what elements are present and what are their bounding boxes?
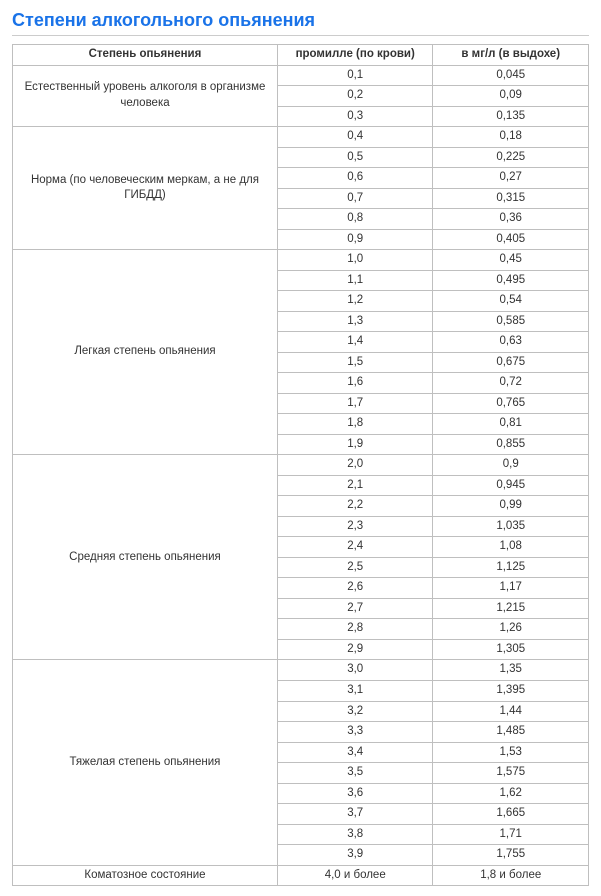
col-header-stage: Степень опьянения [13, 45, 278, 66]
intoxication-table: Степень опьянения промилле (по крови) в … [12, 44, 589, 886]
mgl-cell: 1,485 [433, 722, 589, 743]
promille-cell: 1,5 [277, 352, 433, 373]
promille-cell: 1,9 [277, 434, 433, 455]
stage-cell: Средняя степень опьянения [13, 455, 278, 660]
stage-cell: Норма (по человеческим меркам, а не для … [13, 127, 278, 250]
mgl-cell: 0,54 [433, 291, 589, 312]
mgl-cell: 1,62 [433, 783, 589, 804]
promille-cell: 4,0 и более [277, 865, 433, 886]
mgl-cell: 1,755 [433, 845, 589, 866]
mgl-cell: 1,305 [433, 639, 589, 660]
mgl-cell: 0,585 [433, 311, 589, 332]
promille-cell: 3,3 [277, 722, 433, 743]
mgl-cell: 0,765 [433, 393, 589, 414]
promille-cell: 3,1 [277, 680, 433, 701]
table-header-row: Степень опьянения промилле (по крови) в … [13, 45, 589, 66]
table-row: Норма (по человеческим меркам, а не для … [13, 127, 589, 148]
mgl-cell: 1,35 [433, 660, 589, 681]
promille-cell: 0,9 [277, 229, 433, 250]
mgl-cell: 1,395 [433, 680, 589, 701]
table-row: Естественный уровень алкоголя в организм… [13, 65, 589, 86]
promille-cell: 3,5 [277, 763, 433, 784]
promille-cell: 2,6 [277, 578, 433, 599]
mgl-cell: 0,405 [433, 229, 589, 250]
mgl-cell: 0,315 [433, 188, 589, 209]
promille-cell: 1,1 [277, 270, 433, 291]
mgl-cell: 1,08 [433, 537, 589, 558]
mgl-cell: 1,575 [433, 763, 589, 784]
promille-cell: 0,3 [277, 106, 433, 127]
mgl-cell: 0,135 [433, 106, 589, 127]
promille-cell: 0,7 [277, 188, 433, 209]
promille-cell: 2,0 [277, 455, 433, 476]
table-row: Тяжелая степень опьянения3,01,35 [13, 660, 589, 681]
mgl-cell: 0,225 [433, 147, 589, 168]
mgl-cell: 0,99 [433, 496, 589, 517]
mgl-cell: 1,035 [433, 516, 589, 537]
promille-cell: 3,7 [277, 804, 433, 825]
promille-cell: 1,8 [277, 414, 433, 435]
mgl-cell: 1,125 [433, 557, 589, 578]
mgl-cell: 1,53 [433, 742, 589, 763]
promille-cell: 0,5 [277, 147, 433, 168]
promille-cell: 2,4 [277, 537, 433, 558]
promille-cell: 3,4 [277, 742, 433, 763]
promille-cell: 3,2 [277, 701, 433, 722]
stage-cell: Естественный уровень алкоголя в организм… [13, 65, 278, 127]
promille-cell: 2,7 [277, 598, 433, 619]
promille-cell: 2,5 [277, 557, 433, 578]
mgl-cell: 0,9 [433, 455, 589, 476]
promille-cell: 3,0 [277, 660, 433, 681]
promille-cell: 2,9 [277, 639, 433, 660]
mgl-cell: 1,665 [433, 804, 589, 825]
col-header-promille: промилле (по крови) [277, 45, 433, 66]
promille-cell: 2,8 [277, 619, 433, 640]
mgl-cell: 1,44 [433, 701, 589, 722]
promille-cell: 3,6 [277, 783, 433, 804]
stage-cell: Легкая степень опьянения [13, 250, 278, 455]
promille-cell: 0,1 [277, 65, 433, 86]
mgl-cell: 0,09 [433, 86, 589, 107]
promille-cell: 3,8 [277, 824, 433, 845]
promille-cell: 1,0 [277, 250, 433, 271]
mgl-cell: 0,855 [433, 434, 589, 455]
mgl-cell: 0,36 [433, 209, 589, 230]
mgl-cell: 0,63 [433, 332, 589, 353]
mgl-cell: 1,17 [433, 578, 589, 599]
mgl-cell: 1,215 [433, 598, 589, 619]
stage-cell: Коматозное состояние [13, 865, 278, 886]
promille-cell: 1,4 [277, 332, 433, 353]
mgl-cell: 0,495 [433, 270, 589, 291]
mgl-cell: 0,81 [433, 414, 589, 435]
mgl-cell: 0,72 [433, 373, 589, 394]
promille-cell: 1,7 [277, 393, 433, 414]
mgl-cell: 0,45 [433, 250, 589, 271]
table-row: Средняя степень опьянения2,00,9 [13, 455, 589, 476]
mgl-cell: 0,945 [433, 475, 589, 496]
page-title: Степени алкогольного опьянения [12, 10, 589, 36]
promille-cell: 1,2 [277, 291, 433, 312]
mgl-cell: 0,18 [433, 127, 589, 148]
promille-cell: 1,3 [277, 311, 433, 332]
mgl-cell: 1,71 [433, 824, 589, 845]
mgl-cell: 0,27 [433, 168, 589, 189]
table-row: Коматозное состояние4,0 и более1,8 и бол… [13, 865, 589, 886]
col-header-mgl: в мг/л (в выдохе) [433, 45, 589, 66]
mgl-cell: 1,26 [433, 619, 589, 640]
promille-cell: 0,2 [277, 86, 433, 107]
promille-cell: 2,1 [277, 475, 433, 496]
promille-cell: 0,6 [277, 168, 433, 189]
mgl-cell: 0,045 [433, 65, 589, 86]
table-row: Легкая степень опьянения1,00,45 [13, 250, 589, 271]
promille-cell: 0,4 [277, 127, 433, 148]
mgl-cell: 0,675 [433, 352, 589, 373]
stage-cell: Тяжелая степень опьянения [13, 660, 278, 865]
promille-cell: 0,8 [277, 209, 433, 230]
promille-cell: 3,9 [277, 845, 433, 866]
promille-cell: 1,6 [277, 373, 433, 394]
mgl-cell: 1,8 и более [433, 865, 589, 886]
promille-cell: 2,3 [277, 516, 433, 537]
promille-cell: 2,2 [277, 496, 433, 517]
